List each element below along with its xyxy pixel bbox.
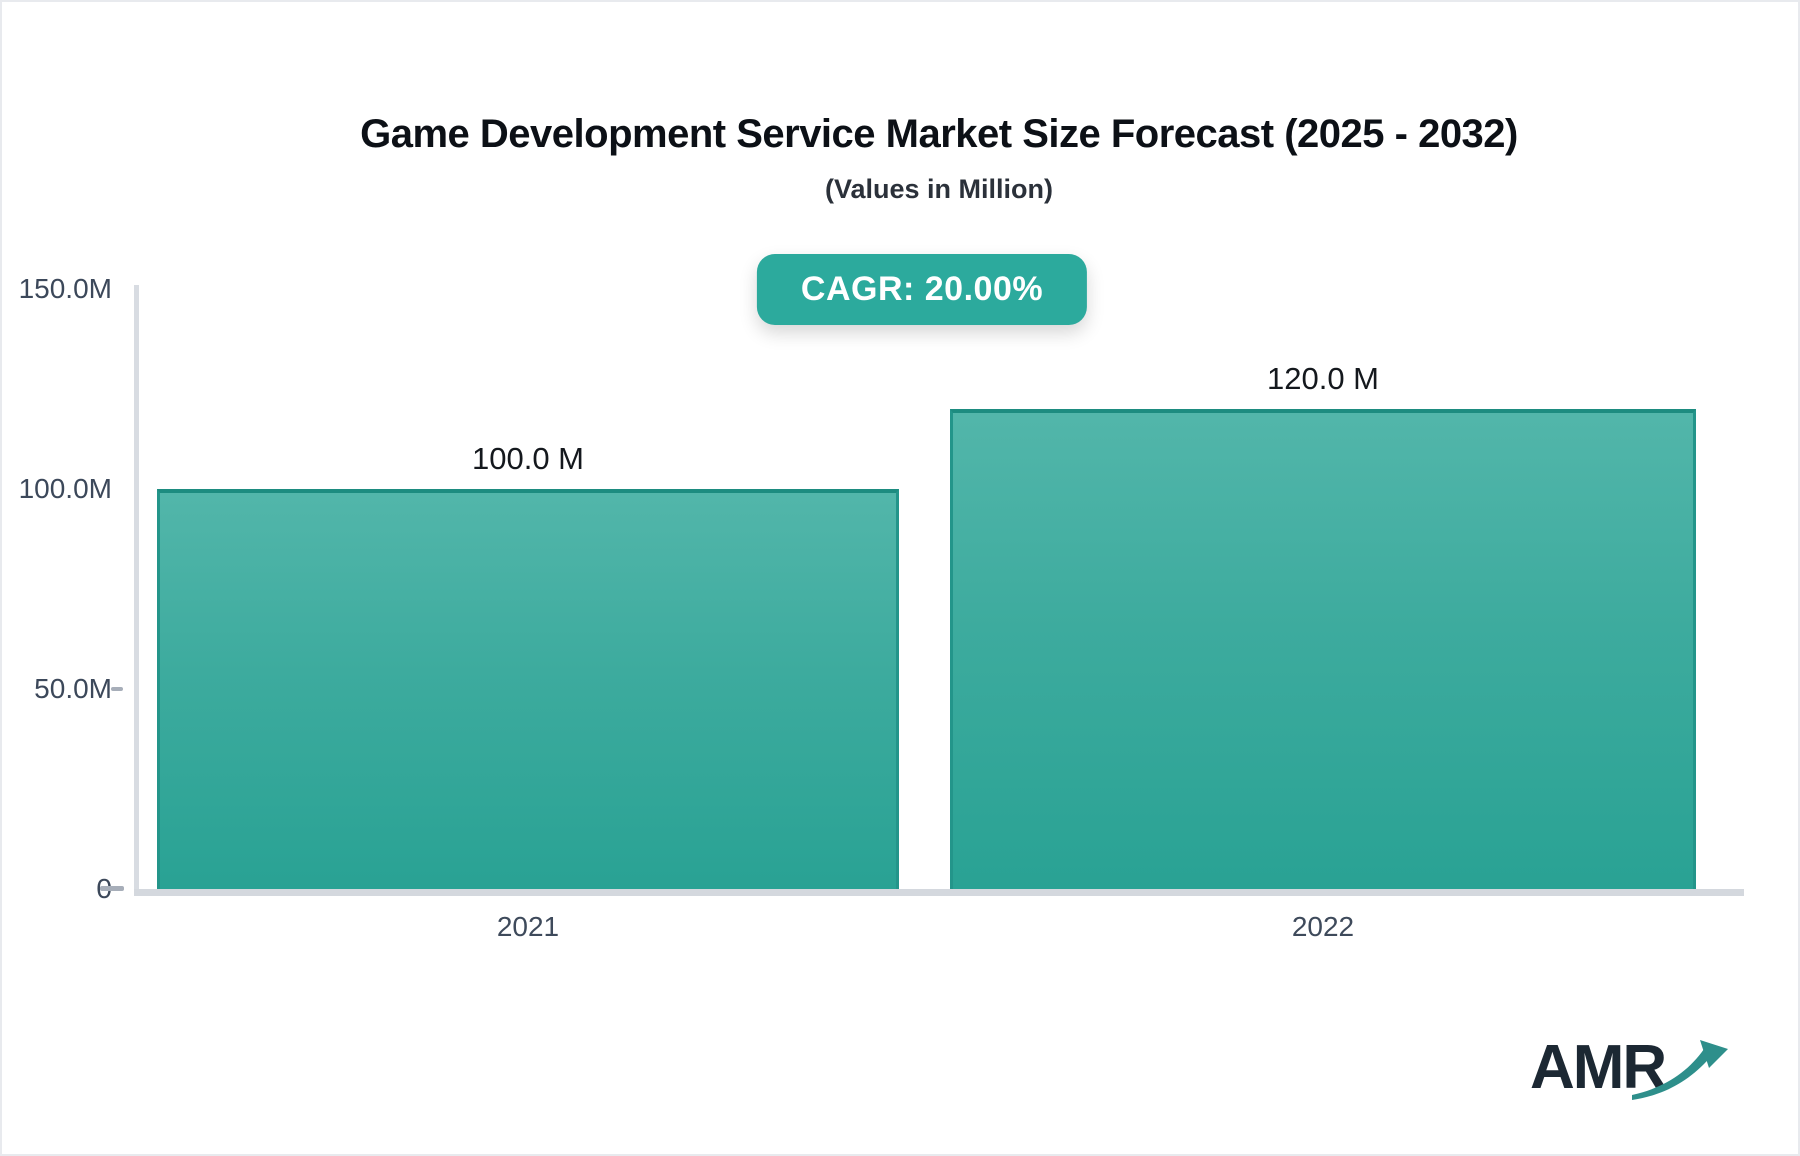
bar-2021 [157, 489, 899, 889]
bar-group-2022: 120.0 M 2022 [950, 289, 1696, 942]
chart-title: Game Development Service Market Size For… [360, 112, 1518, 156]
y-tick-100: 100.0M [18, 473, 112, 504]
plot-area: 100.0 M 2021 120.0 M 2022 [134, 285, 1744, 942]
cagr-badge: CAGR: 20.00% [756, 254, 1088, 325]
amr-logo-text: AMR [1530, 1033, 1667, 1102]
y-tick-dash-50 [111, 687, 123, 691]
bar-group-2021: 100.0 M 2021 [157, 289, 899, 942]
bar-value-label-2022: 120.0 M [1266, 361, 1379, 396]
y-axis-line [134, 285, 139, 895]
bar-2022 [950, 409, 1696, 889]
growth-arrow-icon [1632, 1040, 1728, 1100]
cagr-badge-label: CAGR: 20.00% [800, 270, 1044, 308]
x-axis-baseline [134, 889, 1744, 896]
y-tick-50: 50.0M [34, 673, 112, 704]
y-tick-dash-0 [100, 886, 124, 891]
y-tick-0: 0 [2, 873, 112, 905]
bar-value-label-2021: 100.0 M [471, 441, 584, 476]
x-tick-2022: 2022 [1291, 911, 1355, 942]
x-tick-2021: 2021 [496, 911, 560, 942]
amr-logo: AMR [1522, 1024, 1728, 1114]
y-tick-150: 150.0M [18, 273, 112, 304]
chart-subtitle: (Values in Million) [824, 174, 1054, 204]
